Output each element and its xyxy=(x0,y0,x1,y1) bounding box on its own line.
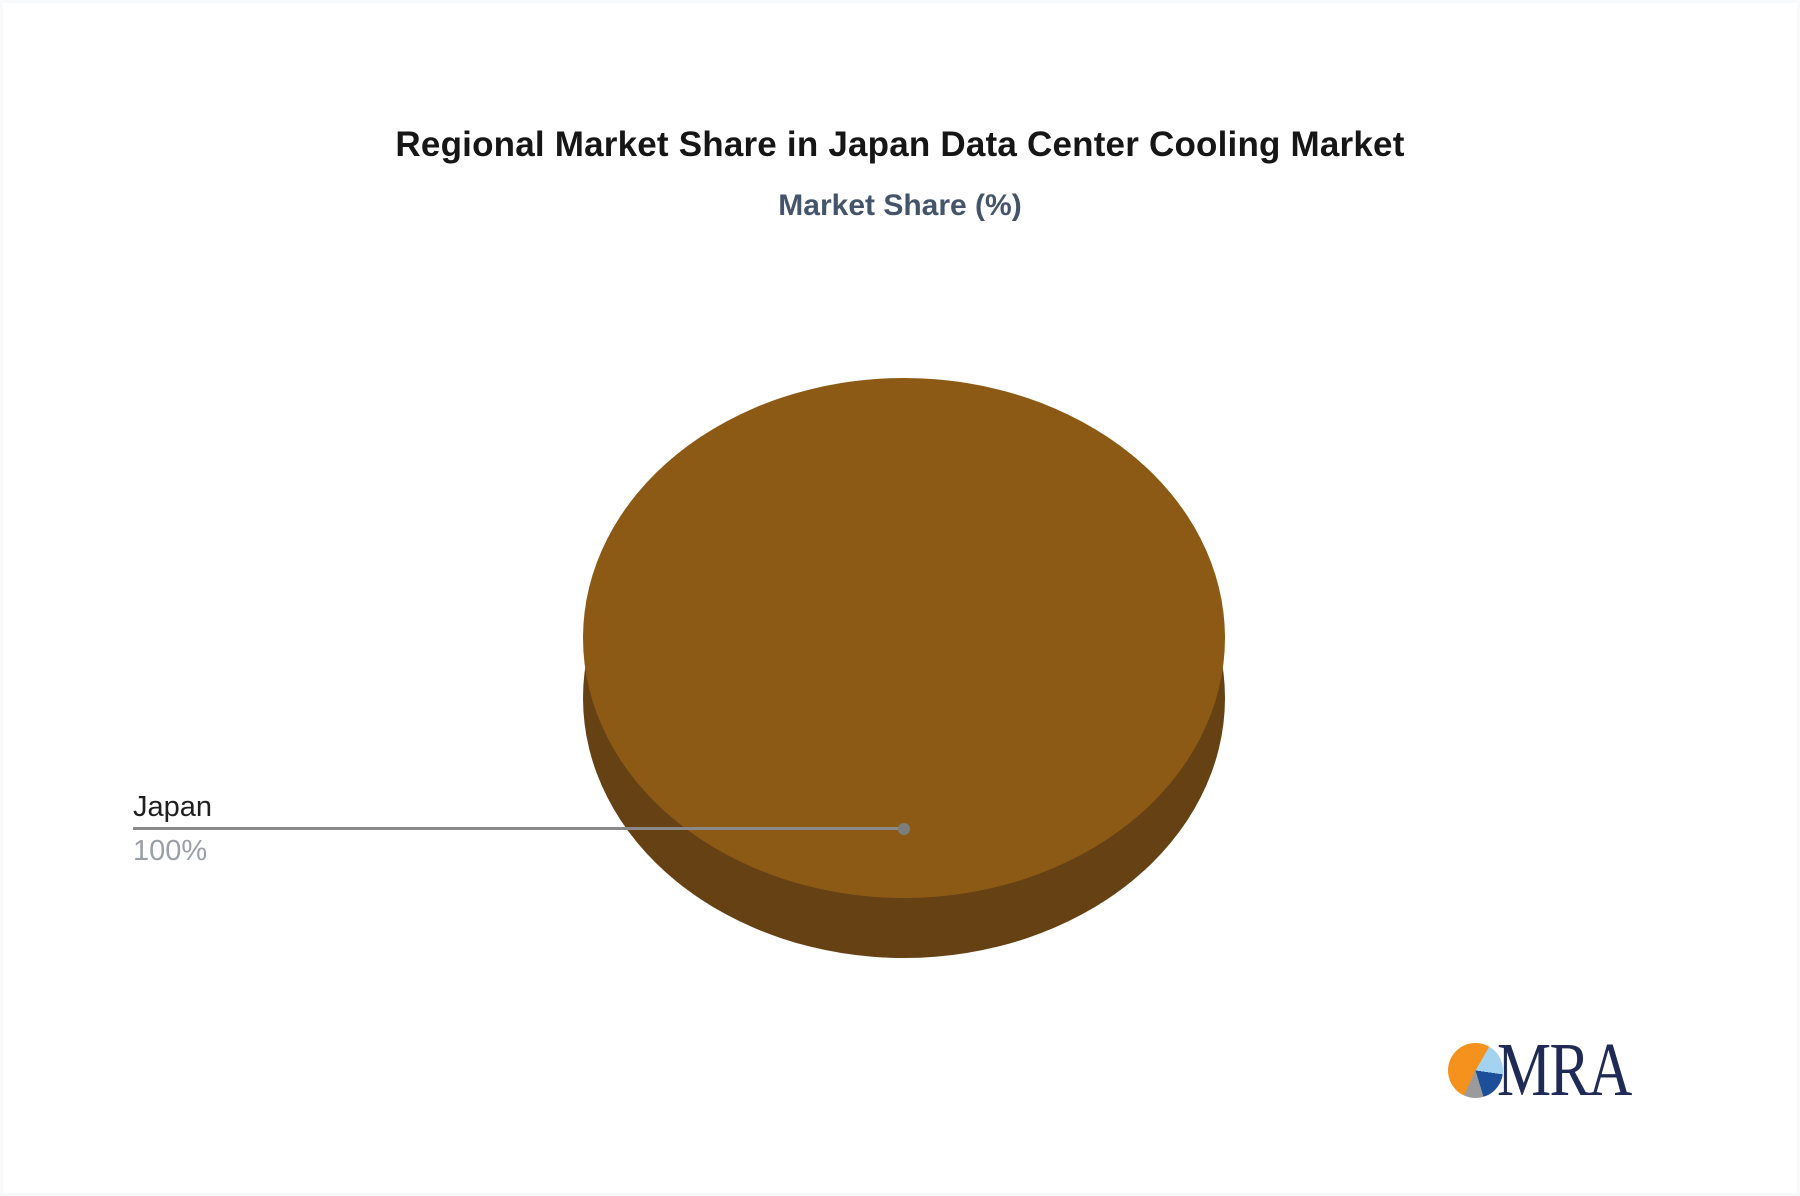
slice-label-japan: Japan xyxy=(133,791,213,823)
pie-slice-japan[interactable] xyxy=(583,378,1225,898)
label-leader-line xyxy=(133,827,901,830)
mra-logo-pie-icon xyxy=(1448,1043,1503,1098)
mra-logo: MRA xyxy=(1448,1028,1664,1112)
chart-title: Regional Market Share in Japan Data Cent… xyxy=(395,125,1405,164)
mra-logo-text: MRA xyxy=(1497,1028,1632,1112)
slice-value-japan: 100% xyxy=(133,835,208,867)
chart-subtitle: Market Share (%) xyxy=(778,189,1022,222)
label-leader-dot xyxy=(898,823,910,835)
